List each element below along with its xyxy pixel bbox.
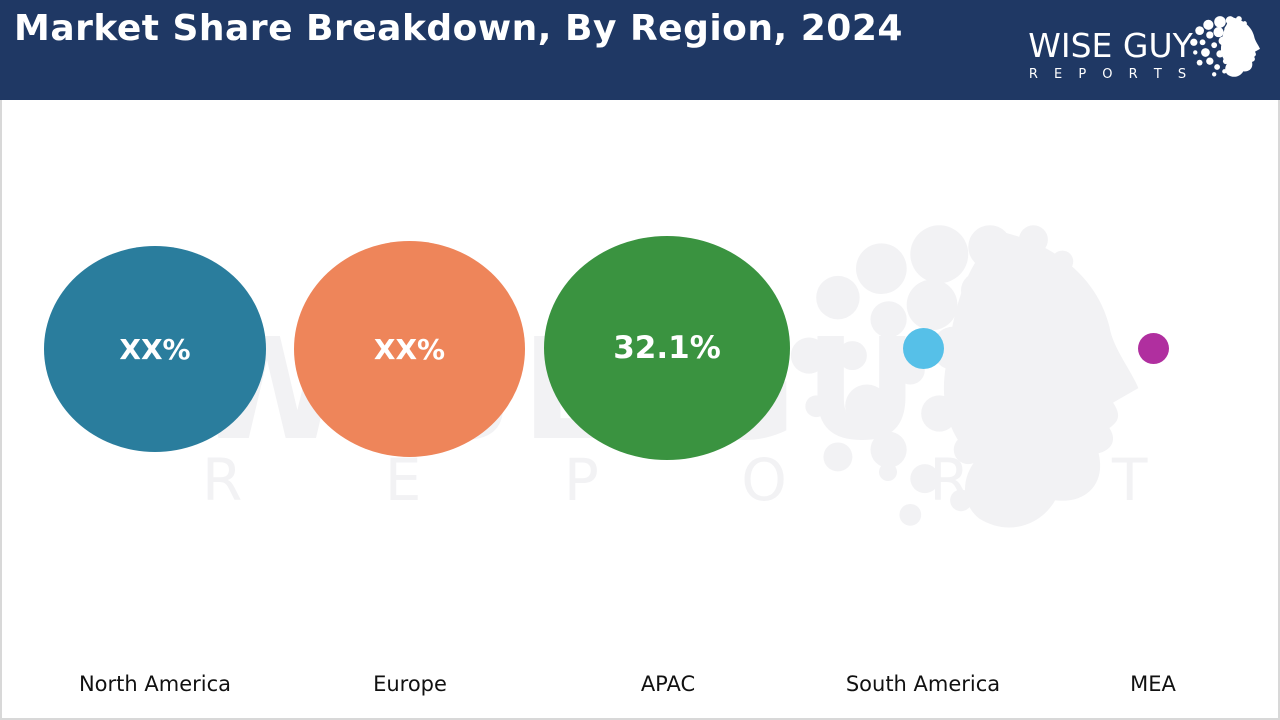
region-label-apac: APAC	[640, 672, 696, 696]
bubble-value-north-america: XX%	[119, 332, 191, 366]
bubble-mea	[1138, 333, 1169, 364]
bubble-europe: XX%	[294, 241, 525, 457]
bubble-value-europe: XX%	[373, 332, 446, 366]
bubble-apac: 32.1%	[544, 236, 790, 460]
bubble-value-apac: 32.1%	[613, 330, 721, 366]
header: Market Share Breakdown, By Region, 2024 …	[0, 0, 1280, 100]
page-title: Market Share Breakdown, By Region, 2024	[14, 8, 903, 49]
watermark-subtitle: R E P O R T S	[202, 446, 1280, 514]
region-label-south-america: South America	[845, 672, 1001, 696]
logo-text: WISE GUY R E P O R T S	[1028, 26, 1193, 82]
logo-head-icon	[1190, 16, 1260, 77]
chart-area: WISE GUY R E P O R T S XX% XX% 32.1% Nor…	[0, 100, 1280, 720]
logo-subtitle: R E P O R T S	[1028, 67, 1193, 82]
bubble-north-america: XX%	[44, 246, 266, 452]
bubble-south-america	[903, 328, 944, 369]
wise-guy-logo: WISE GUY R E P O R T S	[1028, 8, 1268, 94]
region-label-mea: MEA	[1130, 672, 1176, 696]
region-label-north-america: North America	[78, 672, 232, 696]
region-label-europe: Europe	[373, 672, 447, 696]
logo-wordmark: WISE GUY	[1028, 26, 1193, 65]
